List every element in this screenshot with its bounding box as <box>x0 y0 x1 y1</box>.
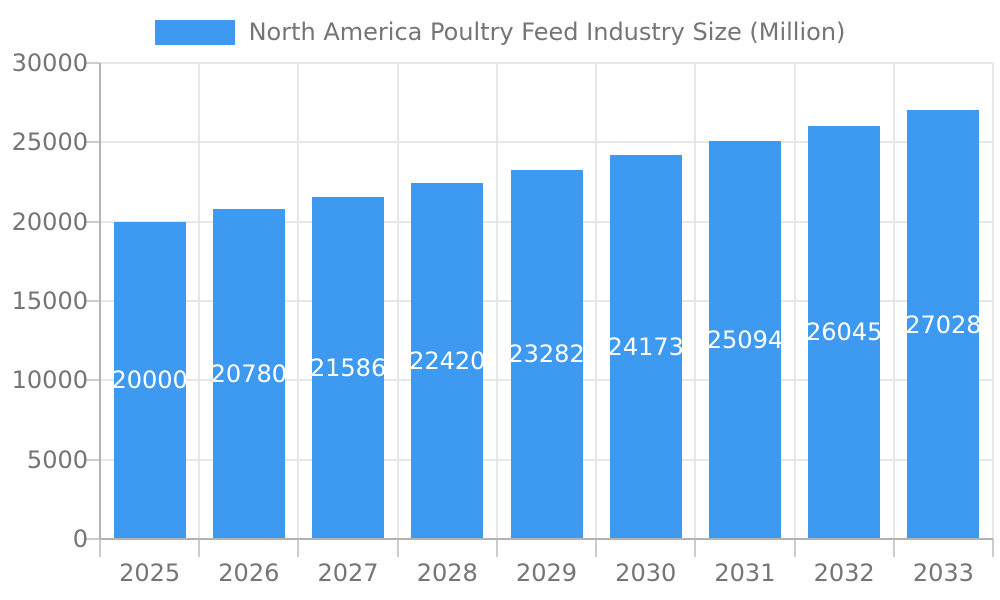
y-tick-label: 25000 <box>11 128 88 157</box>
y-tick-mark <box>85 458 100 461</box>
x-tick-mark <box>396 539 399 557</box>
x-tick-label: 2028 <box>416 559 478 587</box>
v-gridline <box>694 63 697 539</box>
bar: 20000 <box>111 221 188 539</box>
x-tick-label: 2033 <box>912 559 974 587</box>
v-gridline <box>892 63 895 539</box>
x-tick-mark <box>793 539 796 557</box>
bar: 27028 <box>905 110 982 539</box>
bar: 22420 <box>409 183 486 539</box>
v-gridline <box>396 63 399 539</box>
x-tick-label: 2027 <box>317 559 379 587</box>
y-tick-mark <box>85 300 100 302</box>
v-gridline <box>595 63 598 539</box>
bar-value-label: 22420 <box>409 347 486 376</box>
v-gridline <box>297 63 300 539</box>
x-tick-label: 2026 <box>218 559 280 587</box>
y-tick-mark <box>85 62 100 64</box>
x-tick-mark <box>297 539 300 557</box>
x-tick-label: 2030 <box>615 559 677 587</box>
bar-value-label: 24173 <box>607 333 684 362</box>
bar-value-label: 26045 <box>805 318 883 347</box>
v-gridline <box>495 63 498 539</box>
bar: 20780 <box>210 209 288 539</box>
legend-label: North America Poultry Feed Industry Size… <box>248 18 846 46</box>
bar: 25094 <box>706 140 784 539</box>
bar-value-label: 20780 <box>210 360 288 389</box>
x-tick-mark <box>694 539 697 557</box>
v-gridline <box>198 63 201 539</box>
bar-value-label: 23282 <box>508 340 585 369</box>
legend-swatch <box>154 19 235 45</box>
y-tick-label: 15000 <box>11 287 88 315</box>
y-tick-label: 20000 <box>11 207 88 236</box>
y-tick-mark <box>85 379 100 382</box>
x-tick-mark <box>992 539 994 557</box>
bar: 24173 <box>607 155 684 539</box>
x-tick-label: 2025 <box>119 559 181 587</box>
bar: 26045 <box>805 125 883 539</box>
bar-value-label: 20000 <box>111 366 188 395</box>
x-axis-baseline <box>100 538 993 540</box>
y-tick-mark <box>85 220 100 223</box>
y-tick-mark <box>85 141 100 144</box>
y-tick-label: 30000 <box>11 49 88 77</box>
bar: 21586 <box>309 196 387 539</box>
chart-legend: North America Poultry Feed Industry Size… <box>0 19 1000 45</box>
bar-value-label: 25094 <box>706 325 784 354</box>
plot-area: 20000 20780 21586 22420 23282 24173 25094 26045… <box>85 62 994 557</box>
y-axis-line <box>99 63 101 539</box>
y-tick-label: 5000 <box>26 445 88 474</box>
x-tick-mark <box>99 539 101 557</box>
x-tick-mark <box>892 539 895 557</box>
h-gridline <box>100 141 993 144</box>
y-tick-mark <box>85 538 100 540</box>
y-tick-label: 0 <box>72 525 88 553</box>
x-tick-label: 2031 <box>714 559 776 587</box>
x-tick-mark <box>198 539 201 557</box>
v-gridline <box>793 63 796 539</box>
v-gridline <box>992 63 994 539</box>
h-gridline <box>100 62 993 64</box>
x-tick-label: 2029 <box>515 559 578 587</box>
bar-value-label: 21586 <box>309 353 387 382</box>
x-tick-mark <box>495 539 498 557</box>
bar-value-label: 27028 <box>905 310 982 339</box>
x-tick-mark <box>595 539 598 557</box>
x-tick-label: 2032 <box>813 559 875 587</box>
bar: 23282 <box>508 169 585 539</box>
y-tick-label: 10000 <box>11 366 88 395</box>
